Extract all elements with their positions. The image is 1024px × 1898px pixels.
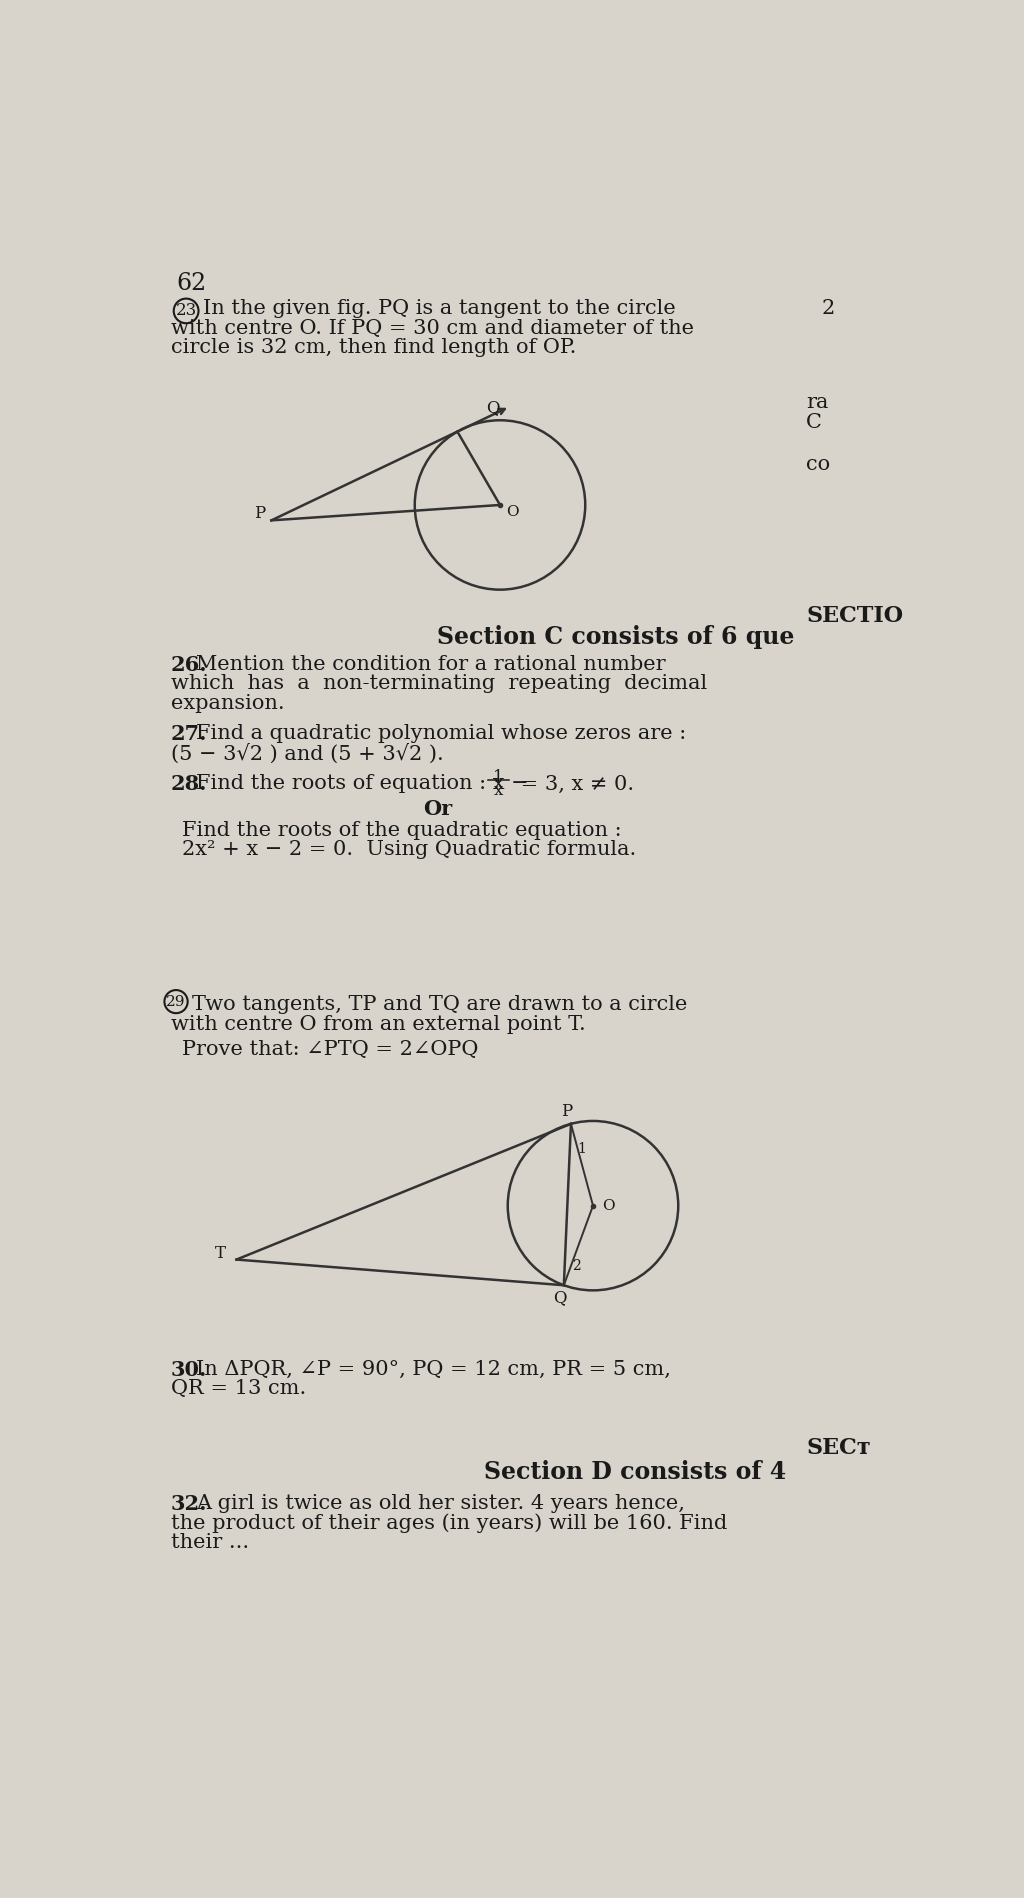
Text: SECTIO: SECTIO [806, 605, 903, 626]
Text: T: T [215, 1245, 226, 1262]
Text: 28.: 28. [171, 774, 207, 795]
Text: = 3, x ≠ 0.: = 3, x ≠ 0. [514, 774, 634, 793]
Text: P: P [254, 505, 265, 522]
Text: 1: 1 [578, 1143, 586, 1156]
Text: QR = 13 cm.: QR = 13 cm. [171, 1380, 306, 1399]
Text: the product of their ages (in years) will be 160. Find: the product of their ages (in years) wil… [171, 1515, 727, 1534]
Text: Section C consists of 6 que: Section C consists of 6 que [437, 624, 795, 649]
Text: (5 − 3√2 ) and (5 + 3√2 ).: (5 − 3√2 ) and (5 + 3√2 ). [171, 744, 443, 763]
Text: 23: 23 [175, 302, 197, 319]
Text: Mention the condition for a rational number: Mention the condition for a rational num… [197, 655, 666, 674]
Text: ra: ra [806, 393, 828, 412]
Text: Two tangents, TP and TQ are drawn to a circle: Two tangents, TP and TQ are drawn to a c… [193, 995, 688, 1014]
Text: 2x² + x − 2 = 0.  Using Quadratic formula.: 2x² + x − 2 = 0. Using Quadratic formula… [182, 841, 637, 860]
Text: Section D consists of 4: Section D consists of 4 [484, 1460, 795, 1484]
Text: circle is 32 cm, then find length of OP.: circle is 32 cm, then find length of OP. [171, 338, 575, 357]
Text: Prove that: ∠PTQ = 2∠OPQ: Prove that: ∠PTQ = 2∠OPQ [182, 1040, 478, 1059]
Text: expansion.: expansion. [171, 693, 285, 712]
Text: Or: Or [424, 799, 453, 820]
Text: A girl is twice as old her sister. 4 years hence,: A girl is twice as old her sister. 4 yea… [197, 1494, 685, 1513]
Text: Find the roots of equation : x −: Find the roots of equation : x − [197, 774, 528, 793]
Text: P: P [561, 1103, 572, 1120]
Text: In the given fig. PQ is a tangent to the circle: In the given fig. PQ is a tangent to the… [203, 300, 676, 319]
Text: Find a quadratic polynomial whose zeros are :: Find a quadratic polynomial whose zeros … [197, 725, 686, 744]
Text: 27.: 27. [171, 725, 207, 744]
Text: x: x [494, 782, 503, 799]
Text: C: C [806, 412, 822, 431]
Text: with centre O from an external point T.: with centre O from an external point T. [171, 1015, 586, 1034]
Text: 1: 1 [494, 769, 504, 786]
Text: 62: 62 [176, 273, 206, 296]
Text: SECᴛ: SECᴛ [806, 1437, 870, 1460]
Text: co: co [806, 456, 830, 474]
Text: Q: Q [486, 400, 500, 416]
Text: O: O [602, 1198, 615, 1213]
Text: which  has  a  non-terminating  repeating  decimal: which has a non-terminating repeating de… [171, 674, 707, 693]
Text: 29: 29 [166, 995, 185, 1008]
Text: In ΔPQR, ∠P = 90°, PQ = 12 cm, PR = 5 cm,: In ΔPQR, ∠P = 90°, PQ = 12 cm, PR = 5 cm… [197, 1359, 671, 1378]
Text: O: O [506, 505, 519, 518]
Text: 2: 2 [571, 1258, 581, 1274]
Text: 32.: 32. [171, 1494, 207, 1515]
Text: 30.: 30. [171, 1359, 207, 1380]
Text: 26.: 26. [171, 655, 207, 676]
Text: with centre O. If PQ = 30 cm and diameter of the: with centre O. If PQ = 30 cm and diamete… [171, 319, 693, 338]
Text: Find the roots of the quadratic equation :: Find the roots of the quadratic equation… [182, 820, 622, 839]
Text: 2: 2 [821, 300, 835, 319]
Text: their ...: their ... [171, 1534, 249, 1553]
Text: Q: Q [553, 1289, 566, 1306]
